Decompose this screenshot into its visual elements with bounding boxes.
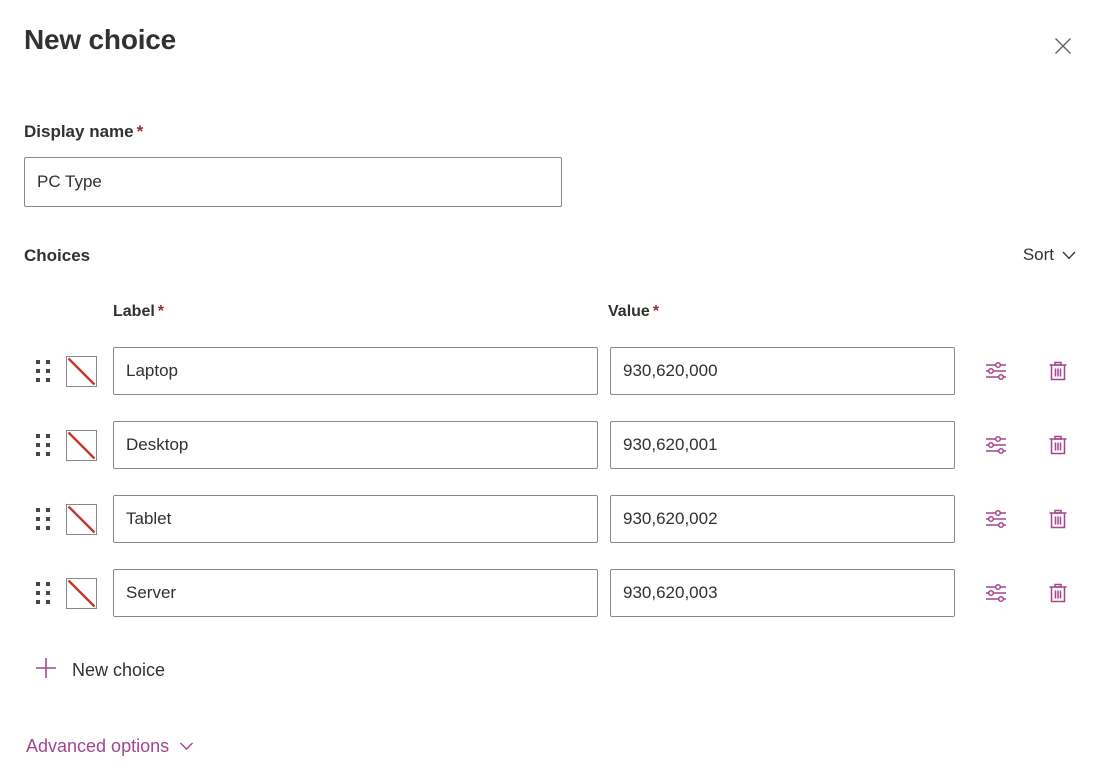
choice-delete-button[interactable] [1042, 429, 1074, 461]
display-name-label-text: Display name [24, 122, 134, 141]
value-column-header-text: Value [608, 303, 650, 320]
choice-row [0, 495, 1100, 543]
drag-handle-icon[interactable] [36, 582, 50, 604]
drag-handle-icon[interactable] [36, 508, 50, 530]
drag-handle-icon[interactable] [36, 360, 50, 382]
sort-label: Sort [1022, 245, 1054, 264]
choice-settings-button[interactable] [980, 503, 1012, 535]
choice-row [0, 347, 1100, 395]
choice-label-input[interactable] [113, 421, 598, 469]
chevron-down-icon [179, 739, 194, 754]
no-color-swatch-icon[interactable] [66, 578, 97, 609]
display-name-label: Display name * [24, 121, 143, 143]
advanced-options-toggle[interactable]: Advanced options [24, 732, 196, 760]
close-icon [1053, 36, 1073, 56]
choice-label-input[interactable] [113, 569, 598, 617]
sliders-settings-icon [984, 433, 1008, 457]
choice-label-input[interactable] [113, 347, 598, 395]
choice-value-input[interactable] [610, 495, 955, 543]
page-title: New choice [24, 24, 177, 55]
display-name-input[interactable] [24, 157, 562, 207]
advanced-options-label: Advanced options [26, 736, 170, 756]
choice-row [0, 421, 1100, 469]
trash-delete-icon [1046, 433, 1070, 457]
panel-header: New choice [0, 0, 1100, 92]
label-column-header: Label * [113, 301, 164, 322]
drag-handle-icon[interactable] [36, 434, 50, 456]
no-color-swatch-icon[interactable] [66, 504, 97, 535]
choice-rows-list [0, 347, 1100, 643]
label-column-header-text: Label [113, 303, 155, 320]
no-color-swatch-icon[interactable] [66, 430, 97, 461]
choice-delete-button[interactable] [1042, 355, 1074, 387]
choice-row [0, 569, 1100, 617]
value-column-header: Value * [608, 301, 659, 322]
choice-value-input[interactable] [610, 569, 955, 617]
plus-icon [34, 656, 58, 683]
new-choice-button[interactable]: New choice [28, 652, 171, 687]
no-color-swatch-icon[interactable] [66, 356, 97, 387]
sort-button[interactable]: Sort [1019, 243, 1080, 267]
new-choice-label: New choice [72, 659, 166, 680]
close-button[interactable] [1045, 28, 1081, 64]
sliders-settings-icon [984, 581, 1008, 605]
trash-delete-icon [1046, 507, 1070, 531]
value-column-required-marker: * [652, 303, 660, 320]
choices-section-heading: Choices [24, 246, 91, 265]
chevron-down-icon [1062, 245, 1076, 265]
label-column-required-marker: * [157, 303, 165, 320]
sliders-settings-icon [984, 507, 1008, 531]
choice-settings-button[interactable] [980, 429, 1012, 461]
choice-settings-button[interactable] [980, 577, 1012, 609]
trash-delete-icon [1046, 359, 1070, 383]
trash-delete-icon [1046, 581, 1070, 605]
choice-value-input[interactable] [610, 421, 955, 469]
sliders-settings-icon [984, 359, 1008, 383]
display-name-required-marker: * [136, 122, 144, 141]
choice-value-input[interactable] [610, 347, 955, 395]
choice-label-input[interactable] [113, 495, 598, 543]
choice-settings-button[interactable] [980, 355, 1012, 387]
choice-delete-button[interactable] [1042, 577, 1074, 609]
choice-delete-button[interactable] [1042, 503, 1074, 535]
